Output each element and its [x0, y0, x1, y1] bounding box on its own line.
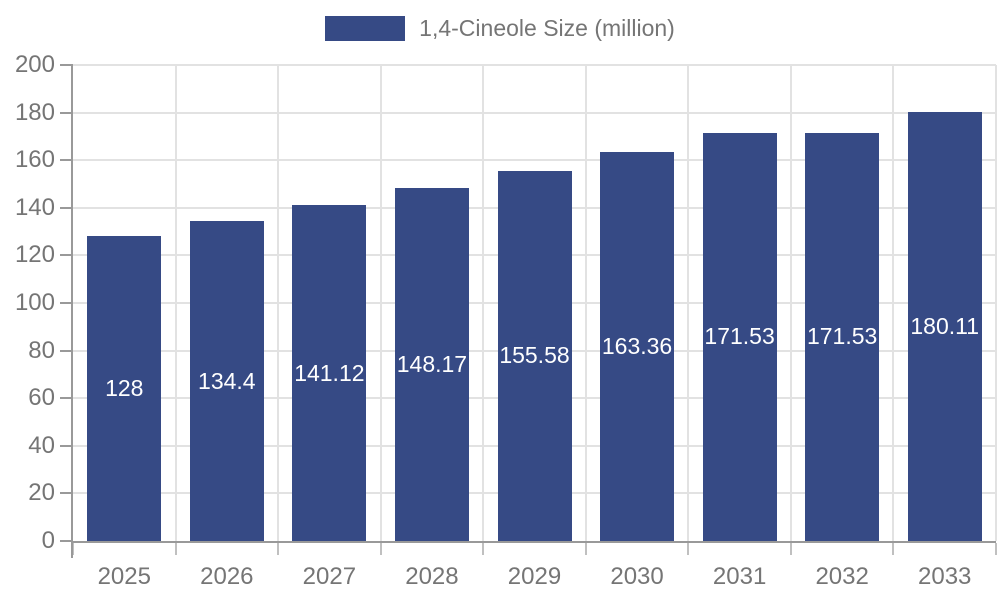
gridline-vertical — [584, 65, 587, 541]
gridline-horizontal — [73, 159, 996, 162]
bar-value-label: 180.11 — [910, 313, 980, 340]
bar: 141.12 — [292, 205, 367, 541]
gridline-vertical — [277, 65, 280, 541]
x-axis-tick-label: 2033 — [918, 563, 972, 590]
y-axis-tick-label: 40 — [28, 431, 55, 459]
y-axis-tick-label: 20 — [28, 479, 55, 507]
x-axis-tick — [482, 543, 485, 555]
legend-label: 1,4-Cineole Size (million) — [419, 15, 675, 41]
y-axis-tick — [60, 159, 73, 162]
y-axis-tick — [60, 349, 73, 352]
x-axis-tick — [174, 543, 177, 555]
legend-swatch — [325, 16, 406, 41]
gridline-horizontal — [73, 111, 996, 114]
gridline-horizontal — [73, 64, 996, 66]
y-axis-tick — [60, 254, 73, 257]
gridline-vertical — [687, 65, 690, 541]
y-axis-tick — [60, 397, 73, 400]
y-axis-tick — [60, 206, 73, 209]
gridline-vertical — [482, 65, 485, 541]
bar-value-label: 155.58 — [499, 342, 570, 369]
y-axis-tick-label: 200 — [14, 51, 55, 78]
y-axis-line — [71, 65, 73, 558]
gridline-vertical — [174, 65, 177, 541]
y-axis-tick — [60, 64, 73, 66]
bar: 171.53 — [805, 132, 880, 541]
x-axis-tick-label: 2031 — [712, 563, 767, 590]
gridline-vertical — [892, 65, 895, 541]
x-axis-tick — [277, 543, 280, 555]
y-axis-tick-label: 160 — [14, 146, 55, 174]
y-axis-tick-label: 100 — [14, 289, 55, 316]
y-axis-tick — [60, 111, 73, 114]
legend[interactable]: 1,4-Cineole Size (million) — [0, 16, 1000, 41]
y-axis-tick-label: 80 — [28, 336, 55, 364]
x-axis-tick-label: 2032 — [815, 563, 869, 590]
x-axis-tick — [995, 543, 997, 555]
x-axis-tick-label: 2029 — [507, 563, 562, 590]
gridline-vertical — [379, 65, 382, 541]
y-axis-tick-label: 0 — [41, 527, 55, 554]
x-axis-tick-label: 2027 — [302, 563, 357, 590]
x-axis-tick — [379, 543, 382, 555]
bar-value-label: 148.17 — [396, 351, 468, 378]
bar: 128 — [87, 236, 162, 541]
x-axis-line — [71, 541, 996, 543]
x-axis-tick — [584, 543, 587, 555]
y-axis-tick — [60, 540, 73, 542]
x-axis-tick-label: 2025 — [97, 563, 151, 590]
bar-value-label: 141.12 — [294, 359, 365, 386]
bar-value-label: 171.53 — [704, 323, 775, 350]
bar: 155.58 — [497, 170, 572, 541]
x-axis-tick — [789, 543, 792, 555]
y-axis-tick — [60, 444, 73, 447]
bar: 148.17 — [394, 188, 469, 541]
x-axis-tick — [892, 543, 895, 555]
bar-value-label: 163.36 — [601, 333, 673, 360]
y-axis-tick-label: 140 — [14, 193, 55, 221]
y-axis-tick — [60, 302, 73, 304]
x-axis-tick — [687, 543, 690, 555]
bar: 134.4 — [189, 221, 264, 541]
bar-value-label: 128 — [105, 375, 144, 402]
bar-value-label: 134.4 — [198, 367, 256, 394]
x-axis-tick — [72, 543, 74, 555]
x-axis-tick-label: 2030 — [610, 563, 664, 590]
bar: 171.53 — [702, 132, 777, 541]
y-axis-tick-label: 120 — [14, 241, 55, 269]
bar: 163.36 — [600, 152, 675, 541]
x-axis-tick-label: 2028 — [405, 563, 459, 590]
y-axis-tick-label: 60 — [28, 384, 55, 412]
gridline-vertical — [789, 65, 792, 541]
gridline-vertical — [995, 65, 997, 541]
bar: 180.11 — [907, 112, 982, 541]
y-axis-tick — [60, 492, 73, 495]
x-axis-tick-label: 2026 — [200, 563, 254, 590]
y-axis-tick-label: 180 — [14, 98, 55, 126]
bar-value-label: 171.53 — [806, 323, 878, 350]
